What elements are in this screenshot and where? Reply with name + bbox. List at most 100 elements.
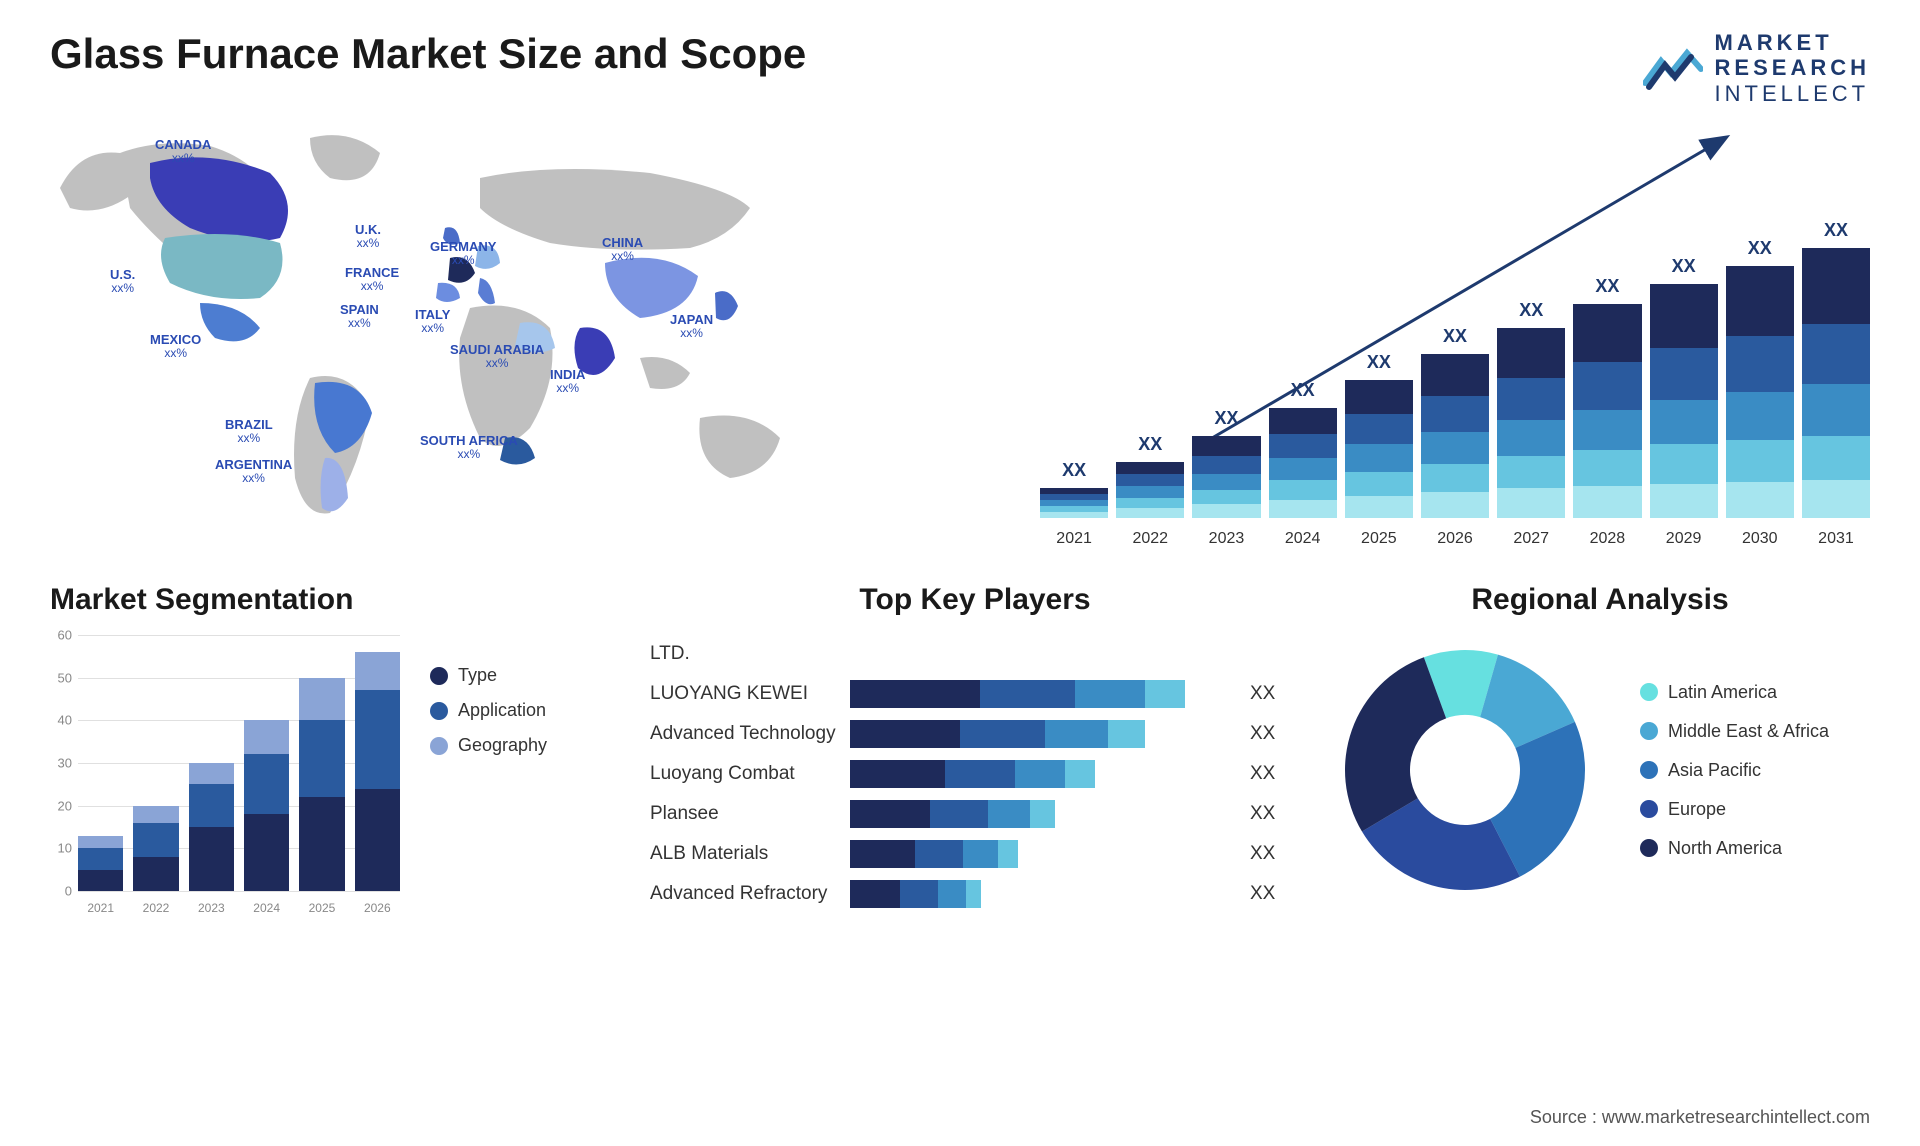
growth-value-label: XX — [1573, 276, 1641, 297]
player-bar — [850, 760, 1238, 788]
seg-bar — [78, 836, 123, 891]
segmentation-legend: Type Application Geography — [430, 635, 547, 915]
growth-value-label: XX — [1497, 300, 1565, 321]
seg-bar — [244, 720, 289, 891]
seg-y-tick: 60 — [50, 628, 72, 643]
growth-year-label: 2025 — [1345, 530, 1413, 548]
player-value: XX — [1250, 723, 1300, 745]
growth-year-label: 2031 — [1802, 530, 1870, 548]
brand-logo: MARKET RESEARCH INTELLECT — [1643, 30, 1870, 106]
growth-value-label: XX — [1116, 434, 1184, 455]
player-name: Advanced Technology — [650, 723, 850, 745]
growth-bar: XX — [1497, 328, 1565, 518]
logo-text-1: MARKET — [1715, 30, 1870, 55]
page-title: Glass Furnace Market Size and Scope — [50, 30, 1870, 78]
world-map — [50, 118, 990, 538]
map-label: FRANCExx% — [345, 266, 399, 293]
seg-bar — [299, 678, 344, 891]
growth-bar: XX — [1650, 284, 1718, 518]
legend-item: Application — [430, 700, 547, 721]
segmentation-title: Market Segmentation — [50, 583, 620, 617]
growth-year-label: 2023 — [1192, 530, 1260, 548]
player-row: ALB MaterialsXX — [650, 835, 1300, 873]
growth-bar: XX — [1802, 248, 1870, 518]
seg-y-tick: 30 — [50, 756, 72, 771]
growth-chart: XXXXXXXXXXXXXXXXXXXXXX 20212022202320242… — [1040, 118, 1870, 548]
seg-year-label: 2025 — [299, 901, 344, 915]
player-row: Luoyang CombatXX — [650, 755, 1300, 793]
growth-bar: XX — [1116, 462, 1184, 518]
player-name: Advanced Refractory — [650, 883, 850, 905]
legend-item: Middle East & Africa — [1640, 721, 1829, 742]
regional-panel: Regional Analysis Latin AmericaMiddle Ea… — [1330, 583, 1870, 915]
seg-year-label: 2026 — [355, 901, 400, 915]
legend-item: North America — [1640, 838, 1829, 859]
seg-year-label: 2021 — [78, 901, 123, 915]
seg-year-label: 2022 — [133, 901, 178, 915]
player-bar — [850, 800, 1238, 828]
logo-text-3: INTELLECT — [1715, 81, 1870, 106]
growth-year-label: 2021 — [1040, 530, 1108, 548]
growth-value-label: XX — [1345, 352, 1413, 373]
map-label: ITALYxx% — [415, 308, 450, 335]
map-label: CHINAxx% — [602, 236, 643, 263]
player-value: XX — [1250, 803, 1300, 825]
growth-bar: XX — [1269, 408, 1337, 518]
seg-y-tick: 50 — [50, 670, 72, 685]
map-label: MEXICOxx% — [150, 333, 201, 360]
segmentation-chart: 0102030405060 202120222023202420252026 — [50, 635, 400, 915]
growth-year-label: 2022 — [1116, 530, 1184, 548]
growth-bar: XX — [1040, 488, 1108, 518]
source-attribution: Source : www.marketresearchintellect.com — [1530, 1107, 1870, 1128]
player-name: LTD. — [650, 643, 850, 665]
growth-value-label: XX — [1726, 238, 1794, 259]
world-map-panel: CANADAxx%U.S.xx%MEXICOxx%BRAZILxx%ARGENT… — [50, 118, 990, 538]
seg-bar — [355, 652, 400, 891]
player-bar — [850, 720, 1238, 748]
map-label: INDIAxx% — [550, 368, 585, 395]
growth-value-label: XX — [1269, 380, 1337, 401]
growth-value-label: XX — [1040, 460, 1108, 481]
player-row: LTD. — [650, 635, 1300, 673]
growth-year-label: 2026 — [1421, 530, 1489, 548]
legend-item: Geography — [430, 735, 547, 756]
player-value: XX — [1250, 883, 1300, 905]
player-value: XX — [1250, 843, 1300, 865]
player-bar — [850, 680, 1238, 708]
player-row: Advanced Refractory XX — [650, 875, 1300, 913]
map-label: SOUTH AFRICAxx% — [420, 434, 518, 461]
growth-bar: XX — [1192, 436, 1260, 518]
legend-item: Latin America — [1640, 682, 1829, 703]
growth-value-label: XX — [1421, 326, 1489, 347]
growth-value-label: XX — [1802, 220, 1870, 241]
legend-item: Type — [430, 665, 547, 686]
legend-item: Europe — [1640, 799, 1829, 820]
segmentation-panel: Market Segmentation 0 10 20 30 40 50 60 2021 20… — [50, 583, 620, 915]
growth-bar: XX — [1421, 354, 1489, 518]
seg-y-tick: 10 — [50, 841, 72, 856]
growth-bar: XX — [1573, 304, 1641, 518]
seg-year-label: 2024 — [244, 901, 289, 915]
player-name: Luoyang Combat — [650, 763, 850, 785]
player-value: XX — [1250, 683, 1300, 705]
seg-bar — [189, 763, 234, 891]
growth-year-label: 2024 — [1269, 530, 1337, 548]
seg-year-label: 2023 — [189, 901, 234, 915]
seg-y-tick: 20 — [50, 798, 72, 813]
map-label: SPAINxx% — [340, 303, 379, 330]
player-bar — [850, 840, 1238, 868]
player-row: LUOYANG KEWEIXX — [650, 675, 1300, 713]
growth-year-label: 2030 — [1726, 530, 1794, 548]
map-label: GERMANYxx% — [430, 240, 496, 267]
map-label: ARGENTINAxx% — [215, 458, 292, 485]
seg-bar — [133, 806, 178, 891]
growth-value-label: XX — [1192, 408, 1260, 429]
seg-y-tick: 0 — [50, 884, 72, 899]
seg-y-tick: 40 — [50, 713, 72, 728]
legend-item: Asia Pacific — [1640, 760, 1829, 781]
player-row: Advanced Technology XX — [650, 715, 1300, 753]
map-label: BRAZILxx% — [225, 418, 273, 445]
donut-slice — [1345, 657, 1446, 831]
regional-legend: Latin America Middle East & Africa Asia Pa… — [1640, 682, 1829, 859]
map-label: SAUDI ARABIAxx% — [450, 343, 544, 370]
